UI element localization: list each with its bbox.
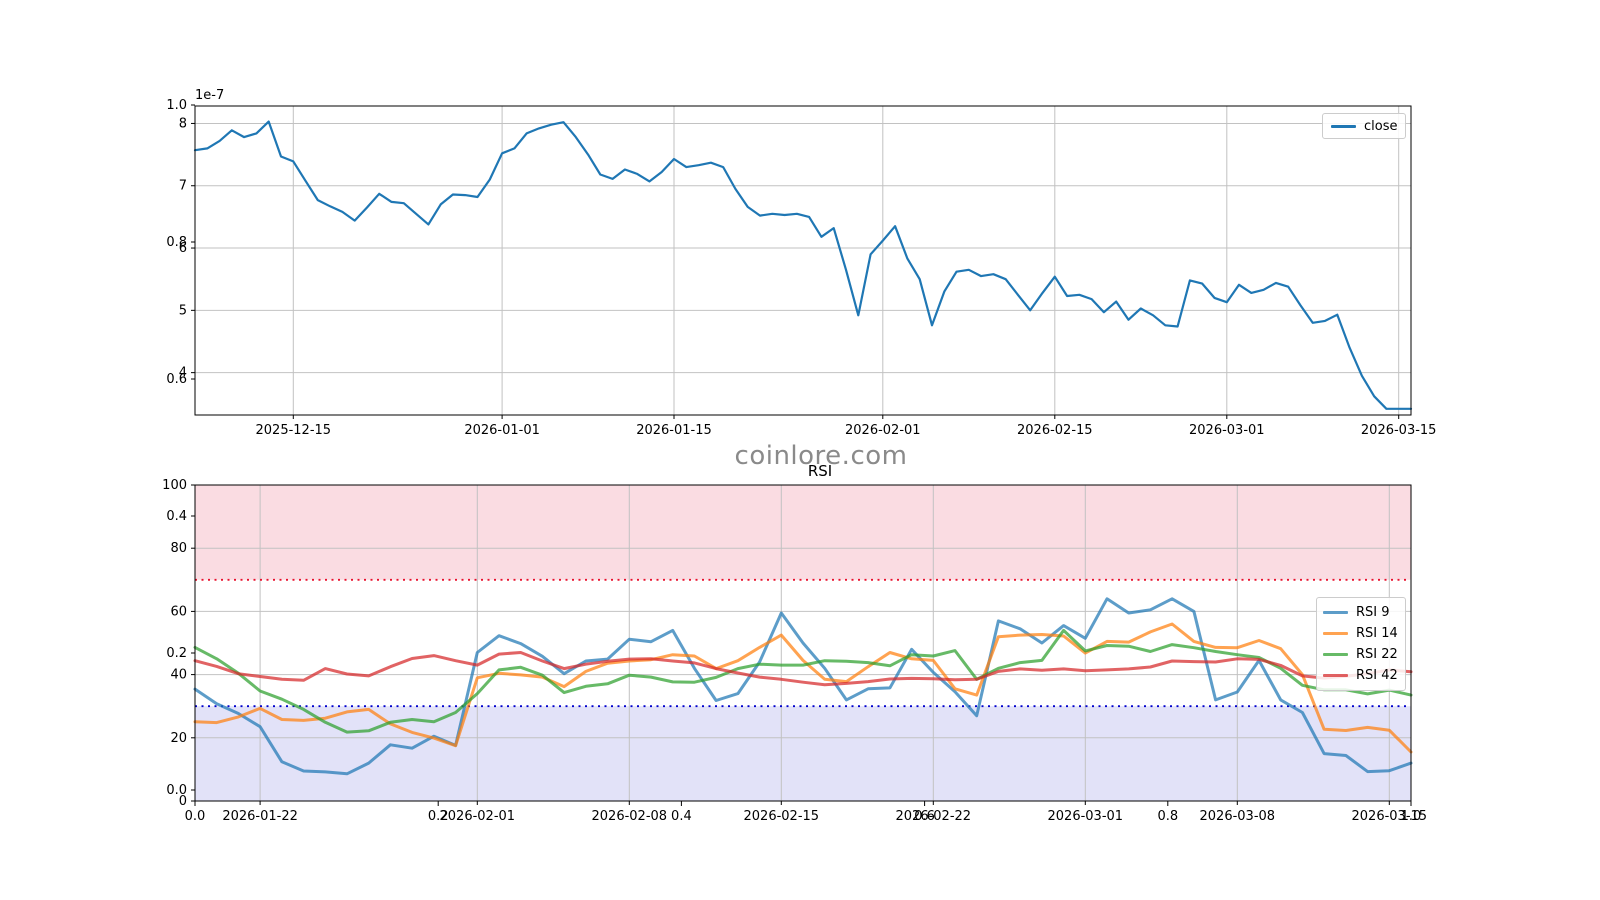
y-tick-label: 20 [170,731,187,746]
rsi-legend: RSI 9 RSI 14 RSI 22 RSI 42 [1316,597,1406,691]
x-tick-label: 2026-03-01 [1189,423,1265,438]
overlay-x-tick-label: 0.8 [1157,809,1178,824]
legend-label: RSI 14 [1356,626,1398,641]
overlay-y-tick-label: 0.8 [166,235,187,250]
overlay-x-tick-label: 0.0 [185,809,206,824]
rsi-axes-spine [194,484,1412,802]
overlay-y-tick-label: 1.0 [166,98,187,113]
legend-swatch [1323,611,1348,614]
x-tick-label: 2026-03-01 [1048,809,1124,824]
overlay-y-tick-label: 0.2 [166,646,187,661]
price-axes-spine [194,105,1412,416]
legend-swatch [1323,674,1348,677]
legend-label: RSI 42 [1356,668,1398,683]
overlay-x-tick-label: 1.0 [1401,809,1422,824]
y-tick-label: 0 [179,794,187,809]
rsi-band-1 [195,706,1411,801]
overlay-y-tick-label: 0.6 [166,372,187,387]
y-tick-label: 80 [170,541,187,556]
rsi-band-0 [195,485,1411,580]
legend-swatch [1323,653,1348,656]
x-tick-label: 2026-01-15 [636,423,712,438]
watermark: coinlore.com [734,441,908,471]
overlay-y-tick-label: 0.0 [166,783,187,798]
legend-label: RSI 9 [1356,605,1390,620]
legend-swatch [1323,632,1348,635]
overlay-x-tick-label: 0.6 [914,809,935,824]
close-line [193,120,1413,410]
x-tick-label: 2026-02-01 [845,423,921,438]
x-tick-label: 2026-03-15 [1361,423,1437,438]
rsi-chart-title: RSI [807,462,833,480]
x-tick-label: 2026-02-15 [1017,423,1093,438]
price-legend: close [1322,113,1406,139]
x-tick-label: 2026-02-01 [440,809,516,824]
y-tick-label: 5 [179,303,187,318]
y-tick-label: 60 [170,604,187,619]
y-tick-label: 7 [179,179,187,194]
x-tick-label: 2026-03-15 [1352,809,1428,824]
rsi-42-line [193,651,1413,687]
rsi-22-line [193,628,1413,734]
x-tick-label: 2026-03-08 [1200,809,1276,824]
x-tick-label: 2025-12-15 [256,423,332,438]
overlay-x-tick-label: 0.2 [428,809,449,824]
legend-label: RSI 22 [1356,647,1398,662]
x-tick-label: 2026-01-01 [464,423,540,438]
y-tick-label: 100 [162,478,187,493]
close-legend-swatch [1331,124,1356,128]
x-tick-label: 2026-02-22 [896,809,972,824]
legend-item-rsi-22: RSI 22 [1323,644,1399,665]
y-tick-label: 8 [179,116,187,131]
rsi-9-line [193,597,1413,776]
y-tick-label: 4 [179,366,187,381]
y-tick-label: 6 [179,241,187,256]
close-legend-label: close [1364,118,1398,134]
x-tick-label: 2026-02-08 [592,809,668,824]
x-tick-label: 2026-01-22 [222,809,298,824]
legend-item-rsi-14: RSI 14 [1323,623,1399,644]
overlay-y-tick-label: 0.4 [166,509,187,524]
x-tick-label: 2026-02-15 [744,809,820,824]
rsi-14-line [193,622,1413,754]
overlay-x-tick-label: 0.4 [671,809,692,824]
legend-item-rsi-42: RSI 42 [1323,665,1399,686]
y-axis-offset-label: 1e-7 [195,88,224,103]
legend-item-rsi-9: RSI 9 [1323,602,1399,623]
y-tick-label: 40 [170,668,187,683]
